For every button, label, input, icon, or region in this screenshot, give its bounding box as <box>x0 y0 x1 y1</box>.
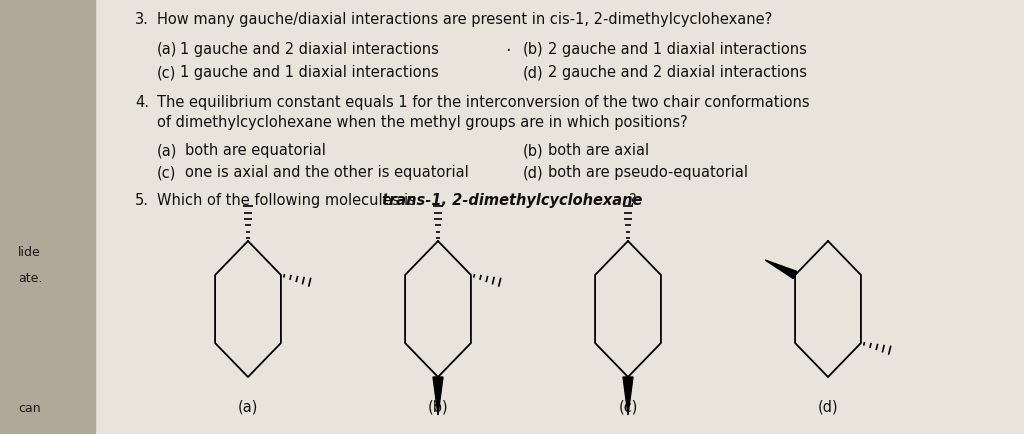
Text: 5.: 5. <box>135 193 150 207</box>
Text: The equilibrium constant equals 1 for the interconversion of the two chair confo: The equilibrium constant equals 1 for th… <box>157 95 810 110</box>
Bar <box>0 0 95 434</box>
Text: 1 gauche and 1 diaxial interactions: 1 gauche and 1 diaxial interactions <box>180 65 438 80</box>
Text: (d): (d) <box>818 399 839 414</box>
Text: (d): (d) <box>523 65 544 80</box>
Text: Which of the following molecules is: Which of the following molecules is <box>157 193 421 207</box>
Text: ·: · <box>505 42 511 60</box>
Text: one is axial and the other is equatorial: one is axial and the other is equatorial <box>185 164 469 180</box>
Text: (d): (d) <box>523 164 544 180</box>
Text: of dimethylcyclohexane when the methyl groups are in which positions?: of dimethylcyclohexane when the methyl g… <box>157 115 688 130</box>
Text: trans-1, 2-dimethylcyclohexane: trans-1, 2-dimethylcyclohexane <box>382 193 642 207</box>
Text: both are axial: both are axial <box>548 143 649 158</box>
Text: (a): (a) <box>157 143 177 158</box>
Text: ate.: ate. <box>18 271 42 284</box>
Text: (b): (b) <box>428 399 449 414</box>
Text: 4.: 4. <box>135 95 150 110</box>
Text: How many gauche/diaxial interactions are present in cis-1, 2-dimethylcyclohexane: How many gauche/diaxial interactions are… <box>157 12 772 27</box>
Text: 2 gauche and 1 diaxial interactions: 2 gauche and 1 diaxial interactions <box>548 42 807 57</box>
Text: (a): (a) <box>238 399 258 414</box>
Text: 3.: 3. <box>135 12 148 27</box>
Text: can: can <box>18 401 41 414</box>
Polygon shape <box>765 260 797 279</box>
Text: ?: ? <box>629 193 637 207</box>
Text: both are equatorial: both are equatorial <box>185 143 326 158</box>
Text: both are pseudo-equatorial: both are pseudo-equatorial <box>548 164 748 180</box>
Polygon shape <box>433 377 443 415</box>
Text: (c): (c) <box>157 65 176 80</box>
Polygon shape <box>623 377 633 415</box>
Text: (b): (b) <box>523 42 544 57</box>
Text: 1 gauche and 2 diaxial interactions: 1 gauche and 2 diaxial interactions <box>180 42 439 57</box>
Text: (a): (a) <box>157 42 177 57</box>
Text: (c): (c) <box>157 164 176 180</box>
Text: (b): (b) <box>523 143 544 158</box>
Text: (c): (c) <box>618 399 638 414</box>
Text: 2 gauche and 2 diaxial interactions: 2 gauche and 2 diaxial interactions <box>548 65 807 80</box>
Text: lide: lide <box>18 245 41 258</box>
